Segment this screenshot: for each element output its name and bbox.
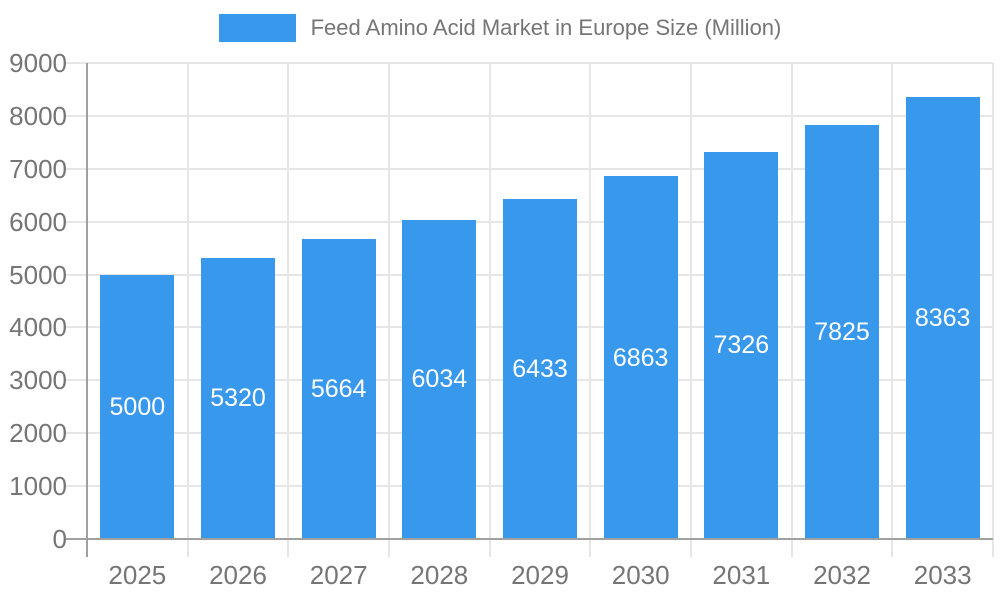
y-gridline xyxy=(87,114,993,117)
y-axis-tick xyxy=(66,167,87,170)
x-gridline xyxy=(891,63,894,557)
x-gridline xyxy=(388,63,390,557)
x-axis-label: 2028 xyxy=(410,560,469,590)
y-axis-label: 0 xyxy=(52,524,67,554)
y-axis-line xyxy=(86,63,88,557)
y-axis-label: 6000 xyxy=(9,206,67,237)
x-gridline xyxy=(790,63,793,557)
x-axis-label: 2027 xyxy=(309,560,368,590)
bar-value-label: 7326 xyxy=(713,331,770,360)
bar-value-label: 6433 xyxy=(512,354,568,383)
x-axis-label: 2029 xyxy=(511,560,569,590)
legend-item[interactable]: Feed Amino Acid Market in Europe Size (M… xyxy=(0,14,1000,42)
x-axis-label: 2032 xyxy=(813,560,871,590)
bar-value-label: 5320 xyxy=(210,384,266,413)
y-axis-tick xyxy=(66,379,87,382)
bar[interactable] xyxy=(402,219,477,539)
x-axis-label: 2030 xyxy=(611,560,670,590)
y-gridline xyxy=(87,167,993,170)
x-axis-label: 2033 xyxy=(913,560,972,590)
bar-value-label: 6863 xyxy=(612,343,669,372)
y-axis-tick xyxy=(66,220,87,223)
y-axis-tick xyxy=(66,485,87,488)
legend-swatch xyxy=(218,14,296,42)
bar[interactable] xyxy=(301,239,376,539)
x-gridline xyxy=(992,63,994,557)
bar-value-label: 5000 xyxy=(109,392,166,421)
x-axis-label: 2026 xyxy=(209,560,267,590)
y-axis-tick xyxy=(66,62,87,64)
y-axis-label: 5000 xyxy=(9,259,67,290)
x-gridline xyxy=(488,63,491,557)
y-axis-label: 3000 xyxy=(9,365,67,396)
bar[interactable] xyxy=(503,198,577,539)
bar-value-label: 7825 xyxy=(814,318,870,347)
x-axis-line xyxy=(66,538,993,540)
bar[interactable] xyxy=(603,176,678,539)
y-axis-label: 7000 xyxy=(9,153,67,184)
bar[interactable] xyxy=(704,151,779,539)
x-axis-label: 2025 xyxy=(108,560,167,590)
y-axis-tick xyxy=(66,273,87,276)
bar[interactable] xyxy=(905,96,980,539)
y-axis-label: 2000 xyxy=(9,418,67,449)
bar-value-label: 5664 xyxy=(310,375,367,404)
x-gridline xyxy=(287,63,290,557)
legend-label: Feed Amino Acid Market in Europe Size (M… xyxy=(310,15,782,40)
x-gridline xyxy=(690,63,692,557)
bar[interactable] xyxy=(805,125,879,539)
y-axis-tick xyxy=(66,326,87,329)
bar-value-label: 6034 xyxy=(411,365,468,394)
bar[interactable] xyxy=(201,257,275,539)
bar[interactable] xyxy=(100,274,175,539)
x-gridline xyxy=(186,63,189,557)
y-axis-tick xyxy=(66,432,87,435)
x-axis-label: 2031 xyxy=(712,560,771,590)
y-axis-label: 1000 xyxy=(9,471,67,502)
y-axis-tick xyxy=(66,114,87,117)
y-axis-label: 8000 xyxy=(9,100,67,131)
y-axis-label: 4000 xyxy=(9,312,67,343)
y-gridline xyxy=(87,62,993,64)
bar-value-label: 8363 xyxy=(914,303,971,332)
x-gridline xyxy=(589,63,592,557)
y-axis-label: 9000 xyxy=(9,48,67,78)
